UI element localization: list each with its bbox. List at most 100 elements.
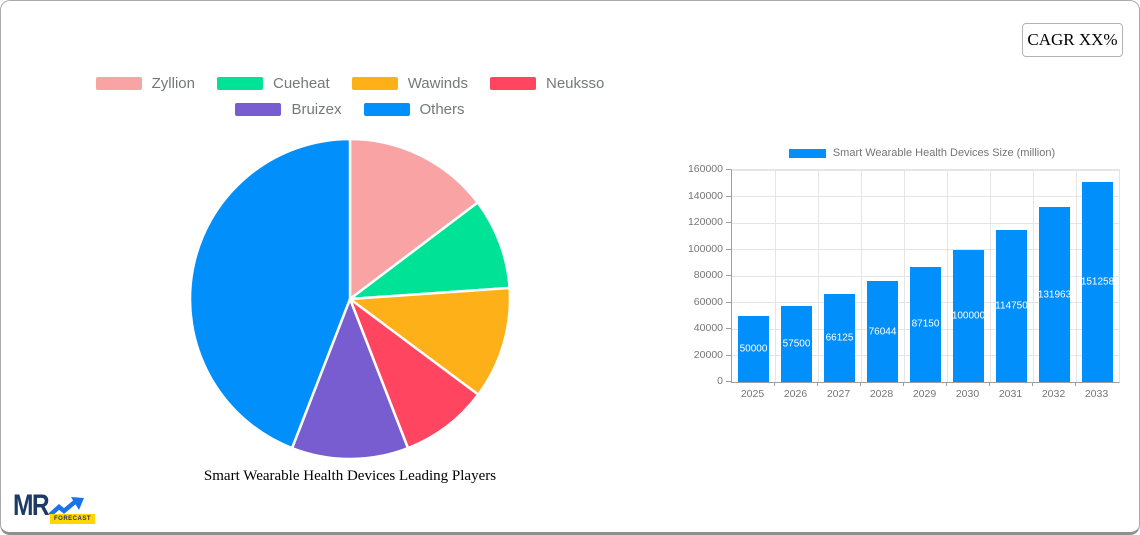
x-tick-label-2031: 2031 bbox=[998, 388, 1023, 400]
pie-legend-row: Bruizex Others bbox=[41, 101, 659, 118]
legend-swatch bbox=[95, 77, 142, 90]
y-tick-mark bbox=[726, 328, 731, 329]
gridline-vertical bbox=[903, 170, 905, 382]
y-tick-label: 20000 bbox=[693, 348, 723, 361]
x-tick-label-2033: 2033 bbox=[1084, 388, 1109, 400]
x-tick-label-2026: 2026 bbox=[783, 388, 808, 400]
bar-value-label: 76044 bbox=[868, 326, 897, 338]
y-tick-label: 80000 bbox=[693, 269, 723, 281]
legend-label: Cueheat bbox=[272, 75, 330, 92]
bar-legend-swatch bbox=[788, 148, 826, 158]
gridline-vertical bbox=[817, 170, 819, 382]
y-tick-label: 100000 bbox=[687, 242, 723, 255]
pie-chart[interactable] bbox=[186, 135, 514, 463]
legend-label: Zyllion bbox=[151, 75, 195, 92]
pie-slice-zyllion[interactable] bbox=[348, 137, 479, 301]
y-tick-mark bbox=[726, 301, 731, 303]
legend-swatch bbox=[363, 103, 410, 116]
bar-plot: 50000 57500 66125 76044 87150 100000 114750 131… bbox=[731, 169, 1120, 383]
x-tick-label-2028: 2028 bbox=[869, 388, 894, 400]
gridline-vertical bbox=[774, 170, 776, 382]
bar-2027[interactable]: 66125 bbox=[824, 294, 855, 382]
legend-label: Neuksso bbox=[546, 75, 605, 92]
pie-slice-bruizex[interactable] bbox=[290, 297, 410, 461]
y-tick-mark bbox=[726, 222, 731, 223]
x-tick-label-2029: 2029 bbox=[912, 388, 937, 400]
bar-value-label: 57500 bbox=[782, 338, 811, 350]
legend-label: Wawinds bbox=[407, 75, 468, 92]
gridline-vertical bbox=[1075, 170, 1077, 382]
x-tick-label-2025: 2025 bbox=[740, 388, 765, 400]
pie-legend-item-neuksso[interactable]: Neuksso bbox=[490, 75, 604, 92]
bar-2030[interactable]: 100000 bbox=[951, 249, 986, 382]
y-tick-mark bbox=[726, 354, 731, 356]
y-tick-label: 120000 bbox=[687, 216, 723, 228]
y-tick-label: 160000 bbox=[687, 163, 723, 175]
x-tick-mark bbox=[817, 382, 818, 386]
x-tick-label-2032: 2032 bbox=[1041, 388, 1066, 400]
bar-value-label: 87150 bbox=[911, 318, 940, 330]
cagr-button[interactable]: CAGR XX% bbox=[1022, 23, 1123, 57]
bar-2033[interactable]: 151258 bbox=[1080, 181, 1115, 382]
pie-legend-item-zyllion[interactable]: Zyllion bbox=[95, 75, 195, 92]
pie-slice-wawinds[interactable] bbox=[348, 286, 512, 396]
gridline-horizontal bbox=[732, 222, 1119, 224]
gridline-horizontal bbox=[732, 249, 1119, 250]
bar-2025[interactable]: 50000 bbox=[738, 315, 769, 382]
legend-swatch bbox=[351, 77, 398, 90]
x-tick-mark bbox=[860, 382, 861, 386]
bar-value-label: 151258 bbox=[1080, 276, 1115, 288]
x-tick-mark bbox=[774, 382, 775, 386]
legend-swatch bbox=[490, 77, 536, 90]
pie-slice-cueheat[interactable] bbox=[348, 201, 511, 301]
pie-title: Smart Wearable Health Devices Leading Pl… bbox=[203, 468, 497, 484]
pie-slice-neuksso[interactable] bbox=[348, 297, 480, 450]
pie-slice-others[interactable] bbox=[188, 137, 352, 450]
bar-value-label: 50000 bbox=[739, 343, 768, 355]
x-tick-mark bbox=[1032, 382, 1033, 386]
y-tick-label: 140000 bbox=[687, 189, 723, 202]
gridline-vertical bbox=[1032, 170, 1034, 382]
gridline-vertical bbox=[946, 170, 948, 382]
y-tick-mark bbox=[726, 275, 731, 276]
pie-legend-row: Zyllion Cueheat Wawinds Neuksso bbox=[41, 75, 659, 92]
trend-arrow-icon bbox=[48, 497, 84, 517]
gridline-horizontal bbox=[732, 196, 1119, 197]
bar-legend[interactable]: Smart Wearable Health Devices Size (mill… bbox=[726, 145, 1118, 161]
gridline-horizontal bbox=[732, 169, 1119, 171]
bar-value-label: 100000 bbox=[951, 310, 986, 322]
x-tick-label-2027: 2027 bbox=[826, 388, 851, 400]
legend-swatch bbox=[235, 103, 282, 116]
bar-2031[interactable]: 114750 bbox=[995, 229, 1028, 382]
logo-badge: FORECAST bbox=[50, 514, 95, 524]
x-tick-mark bbox=[1075, 382, 1076, 386]
y-tick-label: 40000 bbox=[693, 322, 723, 334]
bar-2029[interactable]: 87150 bbox=[910, 266, 941, 382]
x-tick-label-2030: 2030 bbox=[955, 388, 980, 400]
bar-2032[interactable]: 131963 bbox=[1038, 207, 1071, 382]
x-tick-mark bbox=[903, 382, 904, 386]
bar-2026[interactable]: 57500 bbox=[781, 305, 812, 382]
pie-legend-item-cueheat[interactable]: Cueheat bbox=[216, 75, 330, 92]
bar-legend-label: Smart Wearable Health Devices Size (mill… bbox=[832, 147, 1056, 159]
y-tick-mark bbox=[726, 381, 731, 382]
pie-legend-item-others[interactable]: Others bbox=[363, 101, 465, 118]
pie-legend-item-bruizex[interactable]: Bruizex bbox=[235, 101, 342, 118]
y-tick-label: 0 bbox=[717, 375, 723, 387]
pie-legend-item-wawinds[interactable]: Wawinds bbox=[351, 75, 468, 92]
bar-value-label: 66125 bbox=[825, 332, 854, 344]
y-tick-mark bbox=[726, 195, 731, 197]
x-tick-mark bbox=[946, 382, 947, 386]
pie-legend: Zyllion Cueheat Wawinds Neuksso Bruizex Other… bbox=[41, 75, 659, 127]
y-tick-mark bbox=[726, 169, 731, 170]
gridline-vertical bbox=[989, 170, 991, 382]
legend-label: Bruizex bbox=[291, 101, 342, 118]
legend-label: Others bbox=[419, 101, 465, 118]
x-tick-mark bbox=[989, 382, 990, 386]
legend-swatch bbox=[216, 77, 263, 90]
bar-value-label: 114750 bbox=[995, 300, 1028, 312]
gridline-vertical bbox=[860, 170, 862, 382]
y-tick-mark bbox=[726, 248, 731, 250]
bar-2028[interactable]: 76044 bbox=[867, 281, 898, 382]
